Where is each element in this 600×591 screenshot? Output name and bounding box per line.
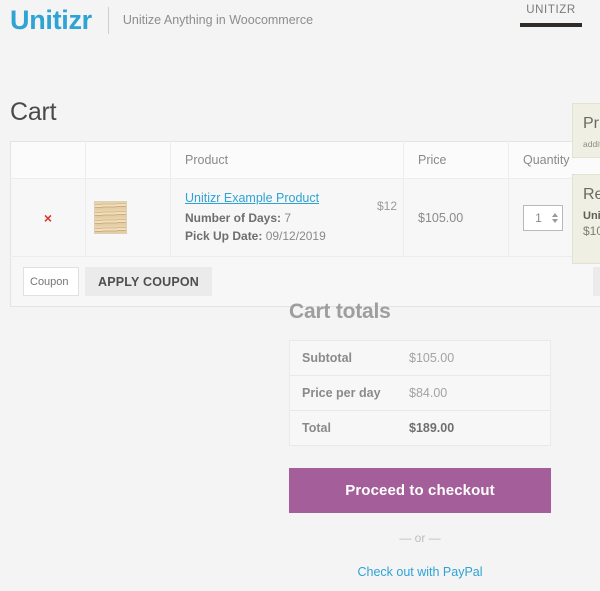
site-logo[interactable]: Unitizr <box>10 4 92 35</box>
coupon-code-input[interactable] <box>23 267 79 296</box>
cart-actions-row: APPLY COUPON UPDATE CART <box>10 256 600 307</box>
quantity-input[interactable]: 1 <box>535 210 542 225</box>
totals-label-subtotal: Subtotal <box>289 340 409 376</box>
page-title: Cart <box>10 98 57 126</box>
cell-thumbnail <box>85 178 171 257</box>
cell-price: $105.00 <box>403 178 509 257</box>
product-meta-pickup: Pick Up Date: 09/12/2019 <box>185 229 389 244</box>
product-unit-price: $12 <box>376 199 397 213</box>
totals-row-price-per-day: Price per day $84.00 <box>289 375 551 411</box>
sidebar-widget-recent: Re Uni $10 <box>572 174 600 264</box>
totals-label-price-per-day: Price per day <box>289 375 409 411</box>
apply-coupon-button[interactable]: APPLY COUPON <box>85 267 213 296</box>
quantity-stepper[interactable]: 1 <box>523 204 563 231</box>
cart-actions: APPLY COUPON UPDATE CART <box>23 267 600 296</box>
sidebar-widget-products-subtext: additi <box>583 139 600 149</box>
paypal-checkout-link[interactable]: Check out with PayPal <box>357 565 483 579</box>
spinner-up-icon[interactable] <box>552 212 558 217</box>
page-content: Cart Product Price Quantity Total × <box>0 58 600 579</box>
sidebar-widget-recent-item-price: $10 <box>583 224 600 238</box>
col-header-remove <box>10 141 86 179</box>
cart-totals-title: Cart totals <box>289 300 391 323</box>
site-tagline: Unitize Anything in Woocommerce <box>122 12 314 27</box>
quantity-spinner[interactable] <box>552 212 558 223</box>
totals-row-subtotal: Subtotal $105.00 <box>289 340 551 376</box>
product-thumbnail-icon[interactable] <box>94 201 127 234</box>
brand: Unitizr Unitize Anything in Woocommerce <box>10 0 313 40</box>
totals-value-subtotal: $105.00 <box>409 340 551 376</box>
product-name-link[interactable]: Unitizr Example Product <box>185 191 320 205</box>
totals-label-total: Total <box>302 421 331 435</box>
meta-value-days: 7 <box>284 211 292 225</box>
sidebar-widget-recent-item-name[interactable]: Uni <box>583 210 600 222</box>
cart-totals-section: Cart totals Subtotal $105.00 Price per d… <box>289 300 551 579</box>
col-header-price: Price <box>403 141 509 179</box>
cart-totals-table: Subtotal $105.00 Price per day $84.00 To… <box>289 340 551 446</box>
spinner-down-icon[interactable] <box>552 218 558 223</box>
cart-table-header-row: Product Price Quantity Total <box>10 141 600 179</box>
meta-label-pickup: Pick Up Date: <box>185 229 263 243</box>
site-header: Unitizr Unitize Anything in Woocommerce … <box>0 0 600 58</box>
update-cart-button[interactable]: UPDATE CART <box>592 267 600 296</box>
sidebar-widget-products: Pr additi <box>572 103 600 158</box>
or-divider-text: — or — <box>399 531 441 545</box>
cart-table-body: × Unitizr Example Product $12 Number of … <box>10 178 600 307</box>
main-nav: UNITIZR <box>520 4 582 27</box>
sidebar-widget-recent-title: Re <box>583 186 600 203</box>
cart-item-row: × Unitizr Example Product $12 Number of … <box>10 178 600 257</box>
product-meta-days: Number of Days: 7 <box>185 211 389 226</box>
cell-product: Unitizr Example Product $12 Number of Da… <box>170 178 404 257</box>
remove-item-icon[interactable]: × <box>43 209 53 226</box>
nav-active-underline <box>520 23 582 27</box>
col-header-product: Product <box>170 141 404 179</box>
totals-value-total: $189.00 <box>409 421 455 435</box>
proceed-to-checkout-button[interactable]: Proceed to checkout <box>289 468 551 513</box>
sidebar-widget-products-title: Pr <box>583 115 599 132</box>
cart-table: Product Price Quantity Total × Unitizr E… <box>10 141 600 307</box>
totals-value-price-per-day: $84.00 <box>409 375 551 411</box>
meta-label-days: Number of Days: <box>185 211 282 225</box>
totals-row-total: Total $189.00 <box>290 411 551 446</box>
cart-actions-cell: APPLY COUPON UPDATE CART <box>10 256 600 307</box>
cell-remove: × <box>10 178 86 257</box>
col-header-thumbnail <box>85 141 171 179</box>
nav-item-unitizr[interactable]: UNITIZR <box>526 4 576 16</box>
meta-value-pickup: 09/12/2019 <box>265 229 326 243</box>
brand-divider <box>107 6 109 34</box>
cart-table-head: Product Price Quantity Total <box>10 141 600 179</box>
